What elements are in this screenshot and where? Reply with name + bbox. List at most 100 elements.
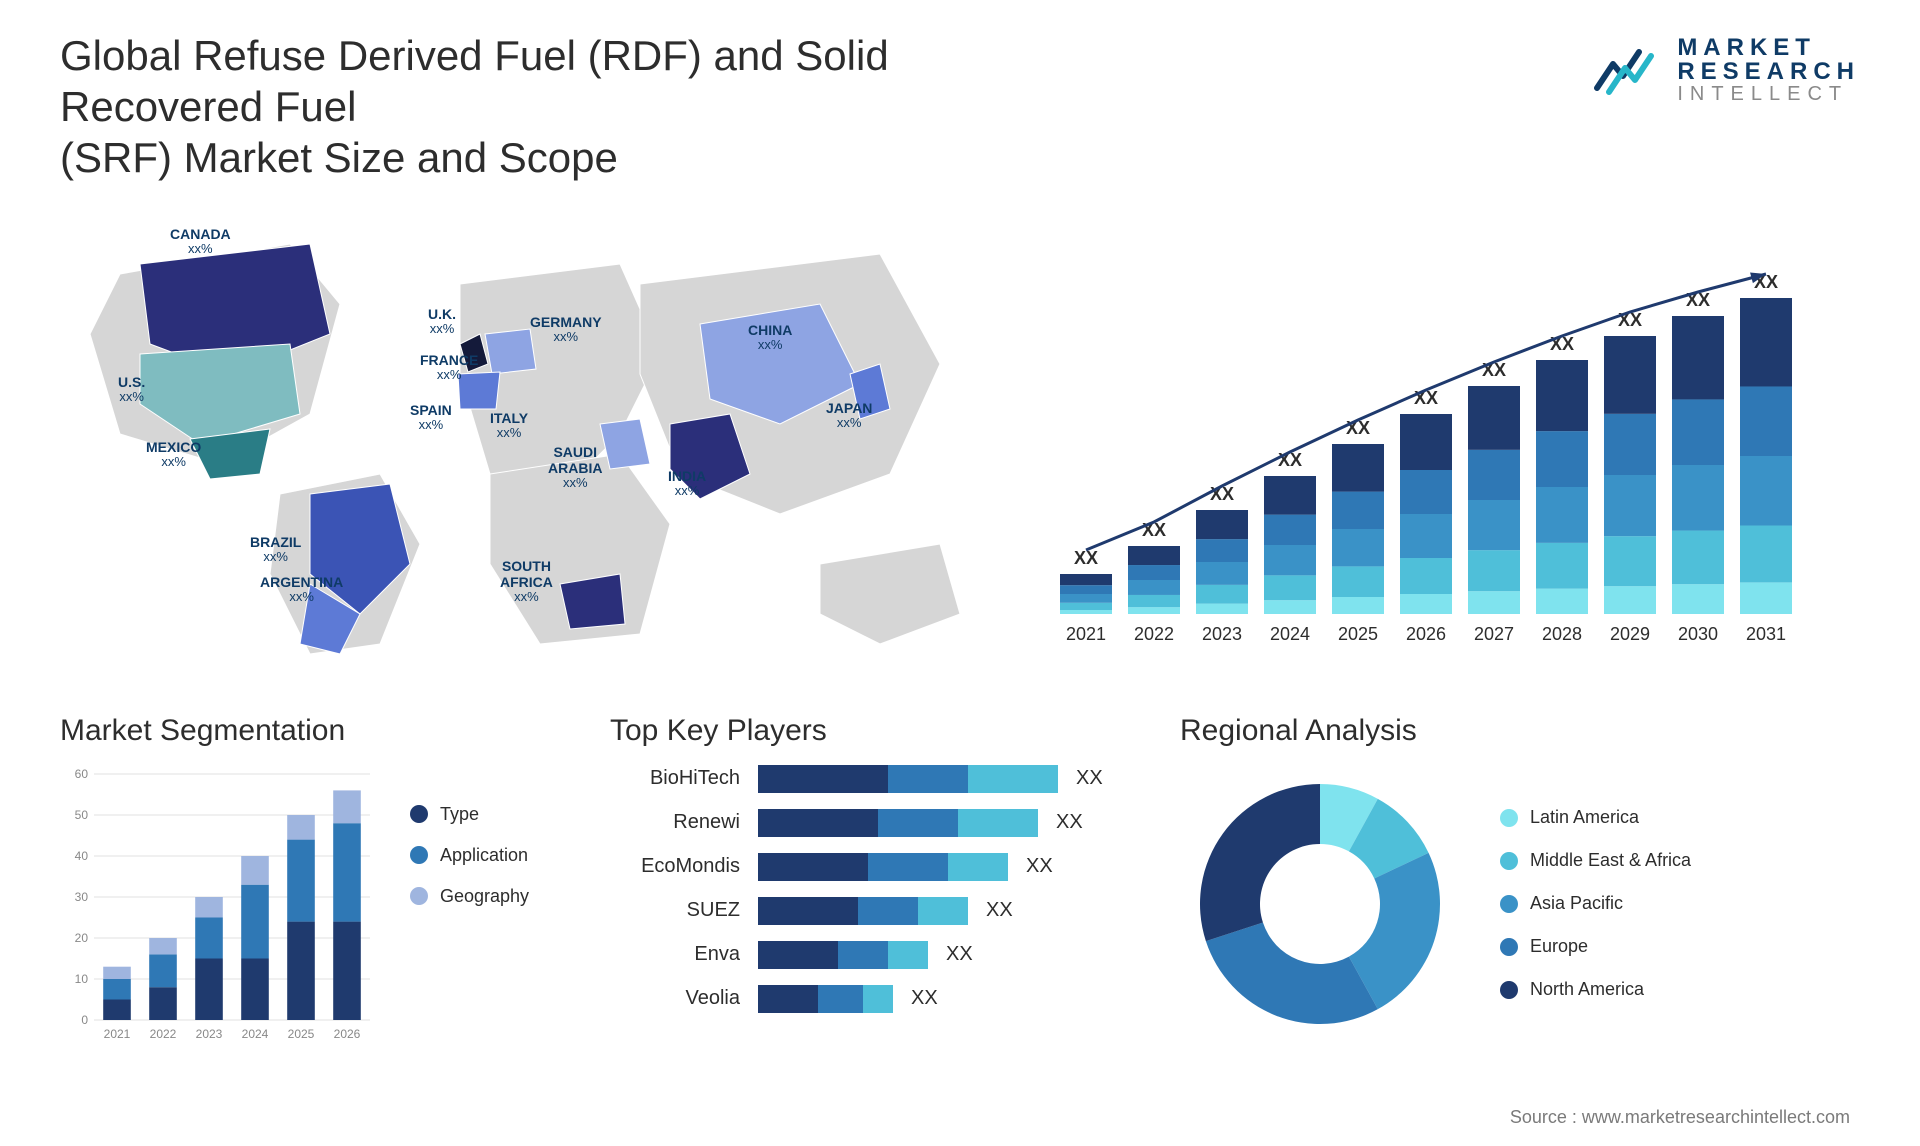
map-callout-name: CANADA xyxy=(170,226,231,242)
map-callout-name: ARGENTINA xyxy=(260,574,343,590)
svg-text:60: 60 xyxy=(75,767,89,781)
growth-chart: XX2021XX2022XX2023XX2024XX2025XX2026XX20… xyxy=(1020,214,1860,674)
svg-text:2022: 2022 xyxy=(150,1027,177,1041)
map-callout: BRAZILxx% xyxy=(250,534,301,565)
key-player-value: XX xyxy=(946,943,973,966)
map-callout-pct: xx% xyxy=(548,476,602,491)
regional-legend-item: Middle East & Africa xyxy=(1500,850,1691,871)
legend-dot-icon xyxy=(1500,895,1518,913)
key-player-bar-segment xyxy=(968,765,1058,793)
key-player-bar-segment xyxy=(818,985,863,1013)
map-callout-name: SAUDI xyxy=(553,444,597,460)
legend-label: Europe xyxy=(1530,936,1588,957)
key-player-bar-segment xyxy=(758,809,878,837)
key-player-name: BioHiTech xyxy=(610,767,740,790)
legend-label: Type xyxy=(440,804,479,825)
map-callout-pct: xx% xyxy=(500,590,553,605)
map-callout-name: MEXICO xyxy=(146,439,201,455)
map-callout-name: U.S. xyxy=(118,374,145,390)
map-callout: ARGENTINAxx% xyxy=(260,574,343,605)
map-callout-name: AFRICA xyxy=(500,574,553,590)
regional-donut-svg xyxy=(1180,764,1460,1044)
source-url: www.marketresearchintellect.com xyxy=(1582,1107,1850,1127)
svg-text:20: 20 xyxy=(75,931,89,945)
svg-text:0: 0 xyxy=(81,1013,88,1027)
key-player-bar-segment xyxy=(863,985,893,1013)
segmentation-title: Market Segmentation xyxy=(60,714,560,748)
map-callout: MEXICOxx% xyxy=(146,439,201,470)
map-callout-pct: xx% xyxy=(250,550,301,565)
map-callout: U.K.xx% xyxy=(428,306,456,337)
regional-legend-item: Asia Pacific xyxy=(1500,893,1691,914)
map-callout-pct: xx% xyxy=(260,590,343,605)
key-player-value: XX xyxy=(986,899,1013,922)
svg-text:2024: 2024 xyxy=(242,1027,269,1041)
segmentation-legend-item: Application xyxy=(410,845,529,866)
legend-dot-icon xyxy=(410,846,428,864)
key-player-name: SUEZ xyxy=(610,899,740,922)
map-callout-name: FRANCE xyxy=(420,352,478,368)
page-title: Global Refuse Derived Fuel (RDF) and Sol… xyxy=(60,30,1060,184)
key-player-row: BioHiTechXX xyxy=(610,764,1130,794)
key-player-bar-segment xyxy=(868,853,948,881)
logo-line-3: INTELLECT xyxy=(1677,84,1860,104)
regional-panel: Regional Analysis Latin AmericaMiddle Ea… xyxy=(1180,714,1860,1044)
key-player-bar-segment xyxy=(958,809,1038,837)
logo-text: MARKET RESEARCH INTELLECT xyxy=(1677,36,1860,104)
regional-legend-item: North America xyxy=(1500,979,1691,1000)
key-player-name: Renewi xyxy=(610,811,740,834)
key-player-bar xyxy=(758,941,928,969)
legend-label: Middle East & Africa xyxy=(1530,850,1691,871)
key-player-name: Enva xyxy=(610,943,740,966)
key-player-row: SUEZ XX xyxy=(610,896,1130,926)
map-callout-name: INDIA xyxy=(668,468,706,484)
svg-text:2026: 2026 xyxy=(1406,624,1446,644)
map-callout-name: CHINA xyxy=(748,322,792,338)
legend-dot-icon xyxy=(1500,809,1518,827)
map-callout: FRANCExx% xyxy=(420,352,478,383)
key-player-value: XX xyxy=(1026,855,1053,878)
map-callout-name: SPAIN xyxy=(410,402,452,418)
legend-dot-icon xyxy=(410,805,428,823)
key-player-bar xyxy=(758,765,1058,793)
regional-legend: Latin America Middle East & Africa Asia Pa… xyxy=(1500,807,1691,1000)
map-callout: GERMANYxx% xyxy=(530,314,602,345)
svg-text:30: 30 xyxy=(75,890,89,904)
key-player-bar-segment xyxy=(838,941,888,969)
map-callout: ITALYxx% xyxy=(490,410,528,441)
key-player-name: EcoMondis xyxy=(610,855,740,878)
map-callout-name: U.K. xyxy=(428,306,456,322)
map-callout-pct: xx% xyxy=(490,426,528,441)
key-player-name: Veolia xyxy=(610,987,740,1010)
map-callout-name: GERMANY xyxy=(530,314,602,330)
svg-text:2030: 2030 xyxy=(1678,624,1718,644)
map-callout-pct: xx% xyxy=(146,455,201,470)
map-callout-pct: xx% xyxy=(420,368,478,383)
regional-legend-item: Latin America xyxy=(1500,807,1691,828)
header: Global Refuse Derived Fuel (RDF) and Sol… xyxy=(60,30,1860,184)
segmentation-chart-svg: 0102030405060202120222023202420252026 xyxy=(60,764,380,1044)
key-player-bar-segment xyxy=(758,853,868,881)
map-callout: SOUTHAFRICAxx% xyxy=(500,558,553,605)
map-callout-name: JAPAN xyxy=(826,400,872,416)
logo-line-2: RESEARCH xyxy=(1677,60,1860,84)
map-callout: INDIAxx% xyxy=(668,468,706,499)
svg-text:2025: 2025 xyxy=(1338,624,1378,644)
svg-text:2028: 2028 xyxy=(1542,624,1582,644)
map-callout-pct: xx% xyxy=(668,484,706,499)
source-label: Source : xyxy=(1510,1107,1577,1127)
key-player-bar-segment xyxy=(758,985,818,1013)
key-player-row: Enva XX xyxy=(610,940,1130,970)
key-player-value: XX xyxy=(911,987,938,1010)
growth-chart-svg: XX2021XX2022XX2023XX2024XX2025XX2026XX20… xyxy=(1020,214,1860,674)
svg-text:2023: 2023 xyxy=(1202,624,1242,644)
svg-text:40: 40 xyxy=(75,849,89,863)
key-player-bar-segment xyxy=(948,853,1008,881)
segmentation-legend-item: Type xyxy=(410,804,529,825)
legend-dot-icon xyxy=(1500,852,1518,870)
svg-text:10: 10 xyxy=(75,972,89,986)
svg-text:2021: 2021 xyxy=(104,1027,131,1041)
world-map: CANADAxx%U.S.xx%MEXICOxx%BRAZILxx%ARGENT… xyxy=(60,214,980,674)
key-player-bar xyxy=(758,809,1038,837)
source-attribution: Source : www.marketresearchintellect.com xyxy=(1510,1107,1850,1128)
